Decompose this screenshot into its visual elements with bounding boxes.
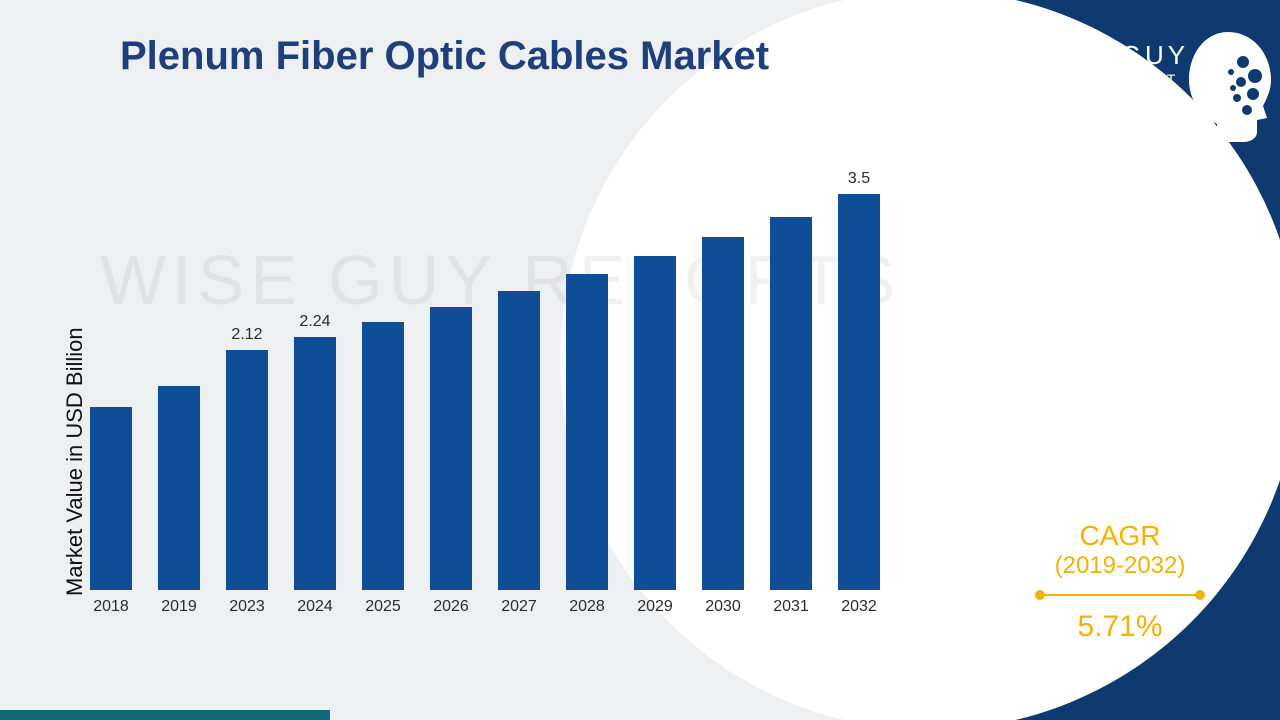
x-tick-label: 2025 bbox=[365, 598, 401, 616]
bar bbox=[362, 322, 404, 590]
x-tick-label: 2024 bbox=[297, 598, 333, 616]
x-tick-label: 2029 bbox=[637, 598, 673, 616]
x-tick-label: 2018 bbox=[93, 598, 129, 616]
bar-value-label: 2.24 bbox=[299, 313, 330, 331]
bar bbox=[566, 274, 608, 590]
x-tick-label: 2026 bbox=[433, 598, 469, 616]
bar-value-label: 2.12 bbox=[231, 326, 262, 344]
x-tick-label: 2023 bbox=[229, 598, 265, 616]
chart-title: Plenum Fiber Optic Cables Market bbox=[120, 34, 769, 79]
bar bbox=[294, 337, 336, 590]
cagr-value: 5.71% bbox=[1000, 610, 1240, 644]
bar bbox=[498, 291, 540, 590]
bottom-accent-strip bbox=[0, 710, 330, 720]
infographic-canvas: WISE GUY REPORTS Plenum Fiber Optic Cabl… bbox=[0, 0, 1280, 720]
x-tick-label: 2019 bbox=[161, 598, 197, 616]
bar bbox=[158, 386, 200, 590]
cagr-divider bbox=[1040, 594, 1200, 596]
cagr-title: CAGR bbox=[1000, 520, 1240, 552]
bar-plot-area: 2018201920232.1220242.242025202620272028… bbox=[80, 160, 900, 590]
bar bbox=[226, 350, 268, 590]
head-silhouette-icon bbox=[1183, 32, 1273, 142]
x-tick-label: 2027 bbox=[501, 598, 537, 616]
x-tick-label: 2028 bbox=[569, 598, 605, 616]
cagr-block: CAGR (2019-2032) 5.71% bbox=[1000, 520, 1240, 644]
dot-icon bbox=[1035, 590, 1045, 600]
x-tick-label: 2031 bbox=[773, 598, 809, 616]
bar bbox=[770, 217, 812, 590]
bar bbox=[430, 307, 472, 590]
bar-value-label: 3.5 bbox=[848, 170, 870, 188]
bar bbox=[634, 256, 676, 590]
bar bbox=[90, 407, 132, 590]
dot-icon bbox=[1195, 590, 1205, 600]
bar bbox=[838, 194, 880, 590]
x-tick-label: 2032 bbox=[841, 598, 877, 616]
bar bbox=[702, 237, 744, 590]
x-tick-label: 2030 bbox=[705, 598, 741, 616]
cagr-subtitle: (2019-2032) bbox=[1000, 552, 1240, 580]
